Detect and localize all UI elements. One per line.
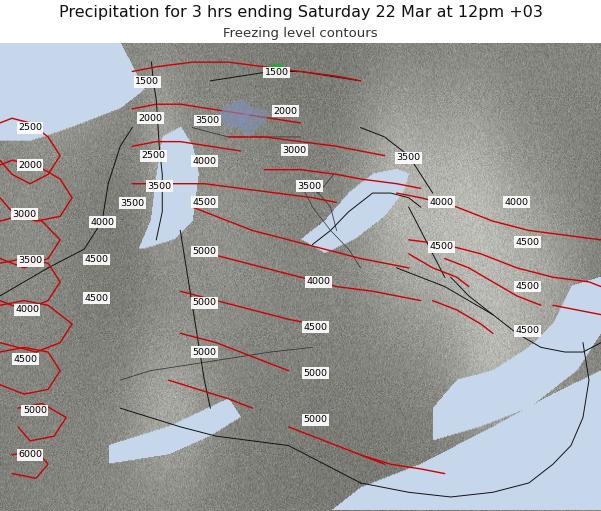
- Text: 5000: 5000: [23, 406, 47, 415]
- Text: 4500: 4500: [84, 294, 108, 303]
- Text: 5000: 5000: [192, 347, 216, 357]
- Text: 5000: 5000: [304, 415, 328, 424]
- Text: 6000: 6000: [18, 450, 42, 459]
- Text: Freezing level contours: Freezing level contours: [223, 28, 378, 40]
- Text: 5000: 5000: [304, 368, 328, 378]
- Text: 1500: 1500: [264, 68, 288, 77]
- Text: 4000: 4000: [192, 157, 216, 166]
- Text: 3500: 3500: [18, 257, 42, 265]
- Text: 2500: 2500: [18, 123, 42, 132]
- Text: 4000: 4000: [90, 218, 114, 226]
- Text: 3500: 3500: [195, 116, 219, 125]
- Text: 4500: 4500: [516, 327, 540, 336]
- Text: 4500: 4500: [304, 323, 328, 332]
- Text: 3500: 3500: [297, 181, 322, 191]
- Text: 3500: 3500: [120, 199, 144, 208]
- Text: 3500: 3500: [397, 153, 421, 162]
- Text: 4500: 4500: [84, 255, 108, 264]
- Text: 4500: 4500: [516, 282, 540, 291]
- Text: 5000: 5000: [192, 247, 216, 256]
- Text: 3000: 3000: [282, 146, 307, 154]
- Polygon shape: [267, 63, 284, 74]
- Text: 3500: 3500: [147, 181, 171, 191]
- Text: 2000: 2000: [18, 160, 42, 170]
- Text: 1500: 1500: [135, 77, 159, 86]
- Text: 4000: 4000: [307, 277, 331, 286]
- Text: 4500: 4500: [430, 242, 454, 251]
- Text: 4000: 4000: [15, 306, 39, 314]
- Text: 3000: 3000: [12, 210, 36, 219]
- Text: 4500: 4500: [192, 198, 216, 207]
- Text: 2000: 2000: [138, 114, 162, 123]
- Text: 5000: 5000: [192, 298, 216, 308]
- Text: Precipitation for 3 hrs ending Saturday 22 Mar at 12pm +03: Precipitation for 3 hrs ending Saturday …: [58, 5, 543, 19]
- Text: 4500: 4500: [516, 238, 540, 247]
- Text: 4500: 4500: [13, 355, 37, 363]
- Text: 4000: 4000: [505, 198, 529, 207]
- Polygon shape: [219, 100, 252, 128]
- Polygon shape: [239, 108, 267, 137]
- Text: 2500: 2500: [141, 151, 165, 160]
- Text: 4000: 4000: [430, 198, 454, 207]
- Text: 2000: 2000: [273, 107, 297, 115]
